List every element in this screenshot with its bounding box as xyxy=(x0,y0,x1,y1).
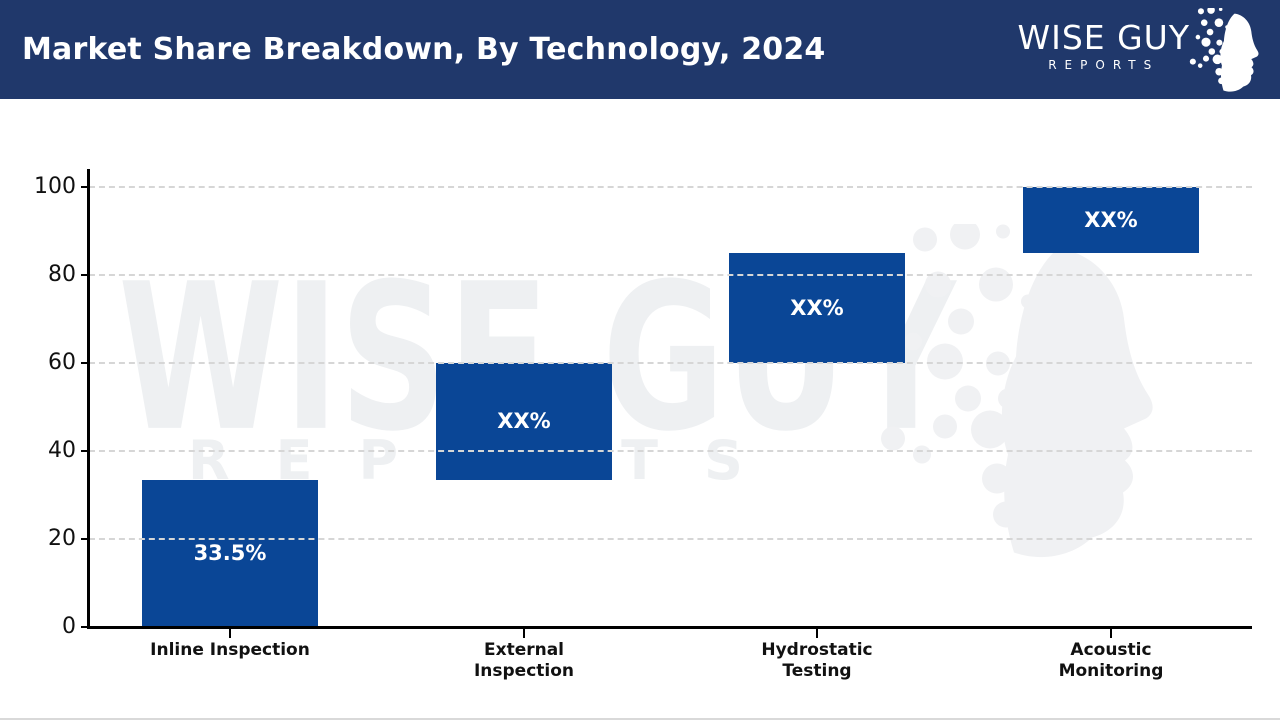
x-tick-1 xyxy=(523,629,525,638)
wiseguy-logo: WISE GUY REPORTS xyxy=(1017,4,1268,96)
x-category-label: Hydrostatic Testing xyxy=(761,640,873,681)
y-tick-label-0: 0 xyxy=(62,614,76,639)
wiseguy-face-icon xyxy=(1189,8,1259,92)
x-tick-0 xyxy=(229,629,231,638)
y-tick-100 xyxy=(81,186,89,188)
y-tick-20 xyxy=(81,538,89,540)
bar-value-label: XX% xyxy=(1084,208,1138,232)
bar-value-label: XX% xyxy=(790,296,844,320)
header: Market Share Breakdown, By Technology, 2… xyxy=(0,0,1280,99)
x-category-label: Inline Inspection xyxy=(150,640,310,660)
y-tick-80 xyxy=(81,274,89,276)
gridline-40 xyxy=(89,450,1252,452)
gridline-60 xyxy=(89,362,1252,364)
y-tick-0 xyxy=(81,626,89,628)
bar-inline-inspection: 33.5% xyxy=(142,479,318,627)
y-tick-label-40: 40 xyxy=(48,438,76,463)
gridline-80 xyxy=(89,274,1252,276)
y-axis-line xyxy=(87,169,90,629)
bar-external-inspection: XX% xyxy=(436,363,612,480)
chart-title: Market Share Breakdown, By Technology, 2… xyxy=(22,32,826,67)
y-tick-60 xyxy=(81,362,89,364)
y-tick-label-60: 60 xyxy=(48,350,76,375)
chart-area: WISE GUY REPORTS 02040608010033.5%XX%XX%… xyxy=(0,99,1280,718)
x-tick-2 xyxy=(816,629,818,638)
y-tick-label-100: 100 xyxy=(34,174,76,199)
y-tick-40 xyxy=(81,450,89,452)
bar-value-label: XX% xyxy=(497,409,551,434)
y-tick-label-20: 20 xyxy=(48,526,76,551)
wiseguy-logo-text: WISE GUY REPORTS xyxy=(1017,18,1190,73)
x-category-label: External Inspection xyxy=(473,640,575,681)
x-category-label: Acoustic Monitoring xyxy=(1058,640,1164,681)
bar-acoustic-monitoring: XX% xyxy=(1023,187,1199,253)
x-axis-line xyxy=(87,626,1252,629)
bar-hydrostatic-testing: XX% xyxy=(729,253,905,363)
bar-value-label: 33.5% xyxy=(193,541,267,566)
logo-wiseguy-label: WISE GUY xyxy=(1017,18,1190,57)
logo-reports-label: REPORTS xyxy=(1048,58,1160,72)
gridline-20 xyxy=(89,538,1252,540)
gridline-100 xyxy=(89,186,1252,188)
y-tick-label-80: 80 xyxy=(48,262,76,287)
x-tick-3 xyxy=(1110,629,1112,638)
